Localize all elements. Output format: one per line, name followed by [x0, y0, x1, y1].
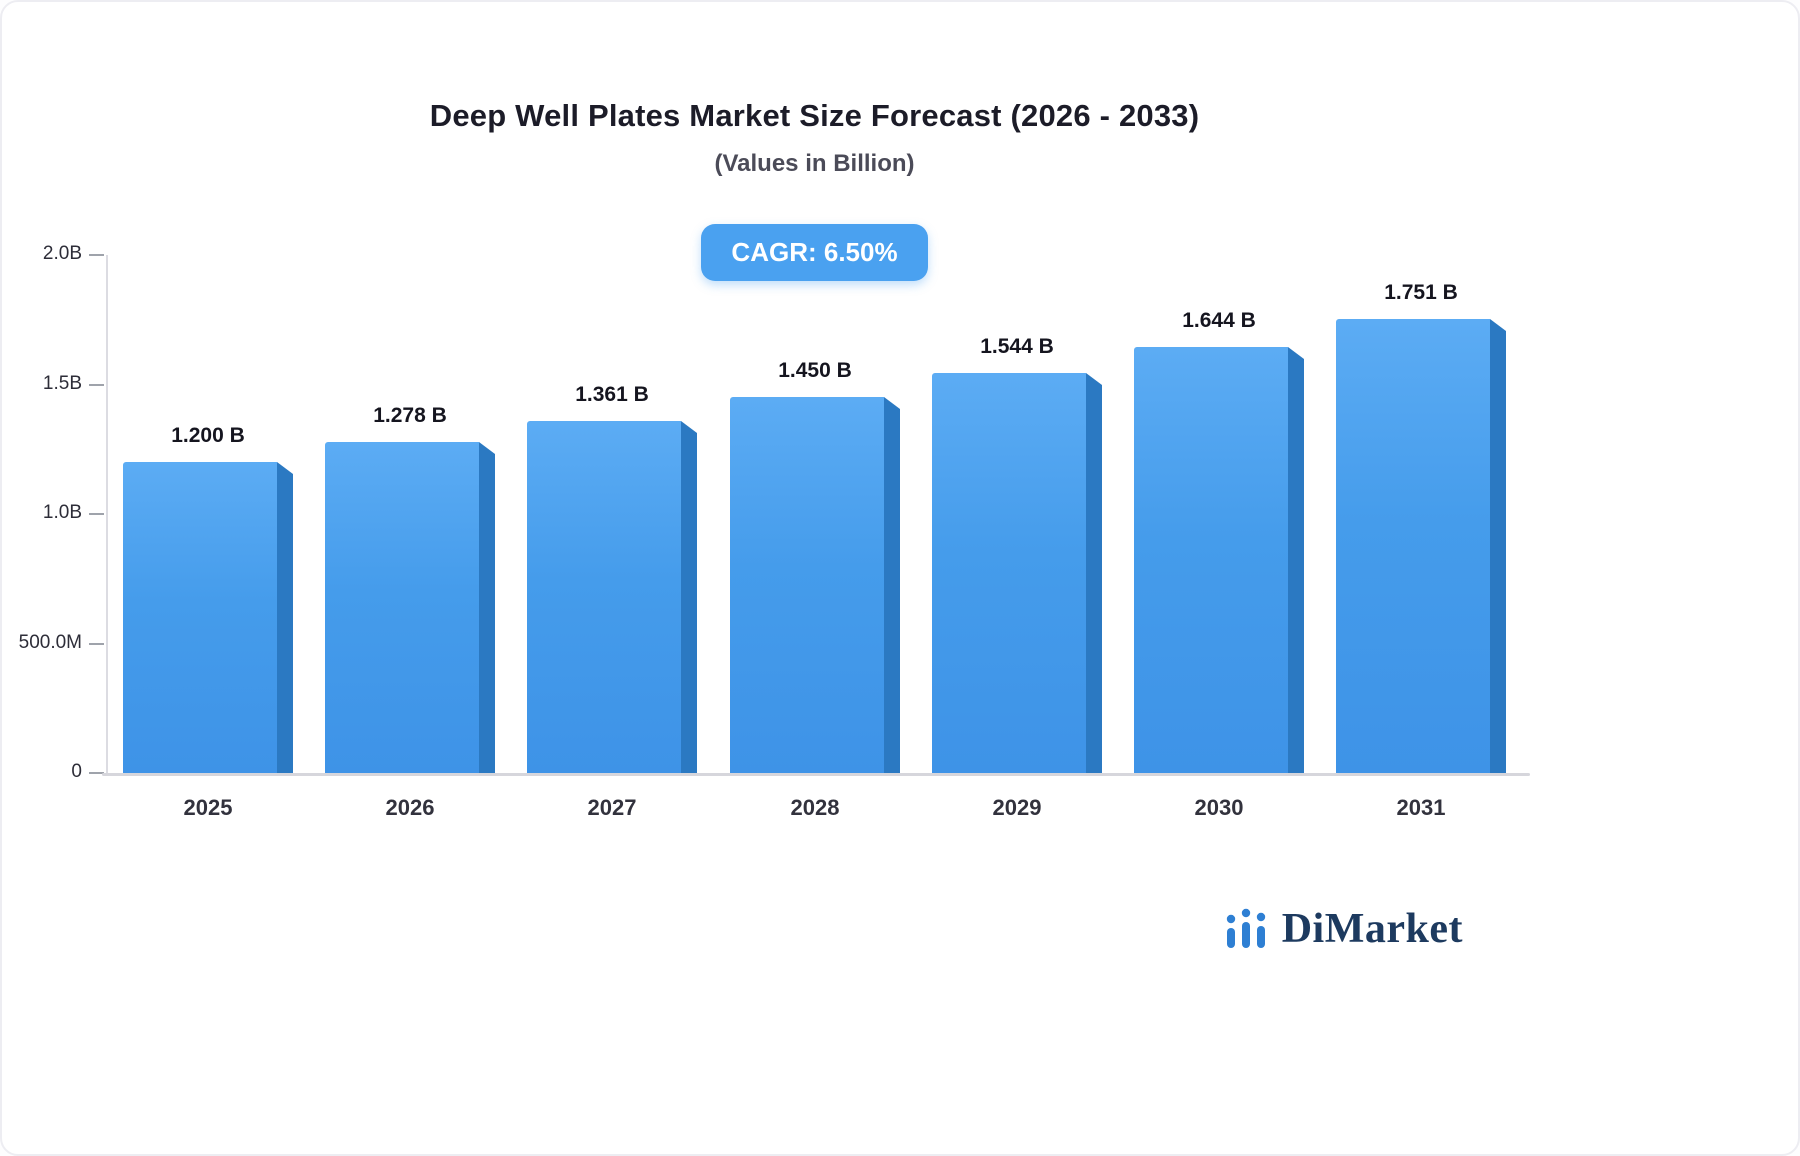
- bar-group: 1.200 B 2025: [123, 255, 293, 820]
- bar-value-label: 1.361 B: [575, 383, 649, 406]
- x-axis-label: 2029: [992, 795, 1042, 820]
- y-tick-label: 2.0B: [42, 243, 82, 264]
- y-tick-mark: [89, 642, 104, 645]
- bar-face: [730, 397, 884, 773]
- bar-group: 1.450 B 2028: [730, 255, 900, 820]
- chart-subtitle: (Values in Billion): [714, 150, 915, 177]
- bar-group: 1.278 B 2026: [325, 255, 495, 820]
- y-tick-mark: [89, 383, 104, 386]
- bar-side-3d: [1288, 347, 1304, 773]
- bar-group: 1.361 B 2027: [527, 255, 697, 820]
- bar-group: 1.751 B 2031: [1336, 255, 1506, 820]
- bar-group: 1.644 B 2030: [1134, 255, 1304, 820]
- bar-side-3d: [277, 462, 293, 773]
- bar-side-3d: [1086, 373, 1102, 773]
- chart-title: Deep Well Plates Market Size Forecast (2…: [429, 98, 1200, 133]
- x-axis-label: 2031: [1396, 795, 1446, 820]
- bar-value-label: 1.751 B: [1384, 281, 1458, 304]
- bar-group: 1.544 B 2029: [932, 255, 1102, 820]
- x-axis-label: 2028: [790, 795, 840, 820]
- bar-side-3d: [1490, 319, 1506, 773]
- bar-face: [325, 442, 479, 773]
- bar[interactable]: [932, 373, 1102, 773]
- bar-face: [123, 462, 277, 773]
- y-axis-line: [106, 255, 108, 773]
- x-axis-line: [102, 773, 1530, 776]
- bar-face: [1134, 347, 1288, 773]
- y-tick-label: 1.0B: [42, 502, 82, 523]
- y-tick-label: 1.5B: [42, 372, 82, 394]
- plot-area: 1.200 B 2025 1.278 B 2026 1.361 B 2027 1.450 B…: [107, 255, 1522, 820]
- bar-value-label: 1.544 B: [980, 335, 1054, 358]
- bar-value-label: 1.450 B: [778, 359, 852, 382]
- x-axis-label: 2030: [1194, 795, 1244, 820]
- y-tick-label: 0: [71, 761, 82, 782]
- bar-face: [1336, 319, 1490, 773]
- bar-value-label: 1.644 B: [1182, 309, 1256, 332]
- bar-side-3d: [681, 421, 697, 773]
- bar-side-3d: [884, 397, 900, 773]
- y-tick-mark: [89, 254, 104, 256]
- bar-value-label: 1.200 B: [171, 424, 245, 447]
- bar[interactable]: [123, 462, 293, 773]
- bar-face: [527, 421, 681, 773]
- x-axis-label: 2026: [385, 795, 435, 820]
- brand-logo-text: DiMarket: [1281, 906, 1463, 952]
- y-tick-mark: [89, 513, 104, 515]
- brand-logo: DiMarket: [1223, 905, 1463, 953]
- bar[interactable]: [1336, 319, 1506, 773]
- bar[interactable]: [1134, 347, 1304, 773]
- bar-face: [932, 373, 1086, 773]
- y-tick-mark: [89, 772, 104, 774]
- bar[interactable]: [325, 442, 495, 773]
- y-tick-label: 500.0M: [18, 631, 82, 653]
- x-axis-label: 2025: [183, 795, 233, 820]
- cagr-badge-container: CAGR: 6.50%: [107, 224, 1522, 281]
- bar[interactable]: [730, 397, 900, 773]
- bar-side-3d: [479, 442, 495, 773]
- bar-value-label: 1.278 B: [373, 404, 447, 427]
- bar-chart-dots-icon: [1223, 906, 1269, 952]
- bar[interactable]: [527, 421, 697, 773]
- cagr-badge: CAGR: 6.50%: [701, 224, 928, 281]
- x-axis-label: 2027: [587, 795, 637, 820]
